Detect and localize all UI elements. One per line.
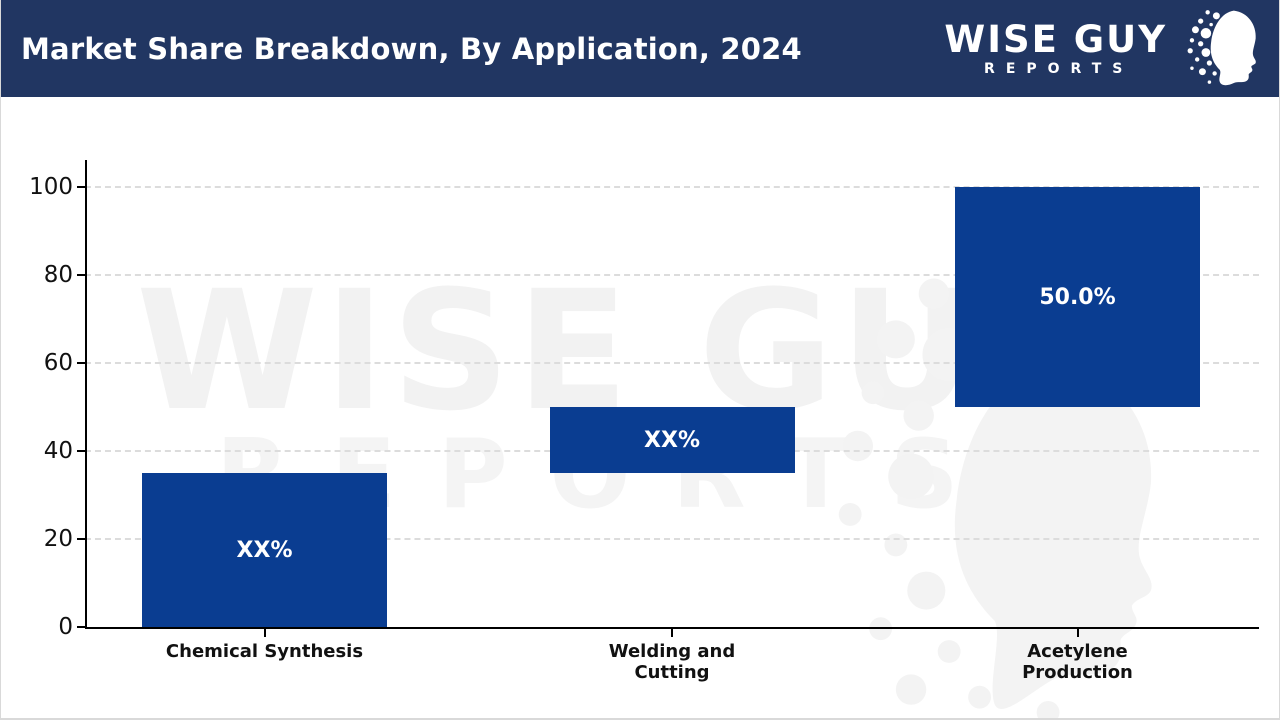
x-axis-line: [85, 627, 1259, 629]
y-tick-label-20: 20: [43, 526, 73, 552]
gridline-y-60: [85, 362, 1259, 364]
y-tick-label-60: 60: [43, 350, 73, 376]
bar-acetylene-production: 50.0%: [955, 187, 1200, 407]
category-label-line: Welding and: [608, 641, 736, 662]
x-tick-welding-and-cutting: [671, 629, 673, 637]
y-tick-label-40: 40: [43, 438, 73, 464]
y-tick-40: [77, 450, 85, 452]
y-tick-20: [77, 538, 85, 540]
bar-welding-and-cutting: XX%: [549, 407, 795, 473]
category-label-line: Acetylene: [1027, 641, 1128, 662]
y-tick-label-0: 0: [58, 614, 73, 640]
category-label-line: Chemical Synthesis: [165, 641, 364, 662]
plot-area: 0 20 40 60 80 100 XX% Chemical Synthesis XX% Weld…: [1, 97, 1279, 718]
bar-label-welding-and-cutting: XX%: [644, 427, 700, 453]
brand-logo: WISE GUY REPORTS: [944, 5, 1267, 93]
y-tick-0: [77, 626, 85, 628]
category-label-line: Production: [1022, 662, 1133, 683]
header-bar: Market Share Breakdown, By Application, …: [1, 0, 1279, 97]
head-profile-logo-icon: [1187, 9, 1256, 85]
chart-title: Market Share Breakdown, By Application, …: [21, 31, 802, 66]
brand-subname: REPORTS: [984, 61, 1134, 77]
brand-logo-text: WISE GUY REPORTS: [944, 21, 1167, 76]
y-axis-line: [85, 160, 87, 629]
category-label-chemical-synthesis: Chemical Synthesis: [95, 641, 435, 662]
y-tick-60: [77, 362, 85, 364]
bar-label-chemical-synthesis: XX%: [236, 537, 293, 563]
gridline-y-80: [85, 274, 1259, 276]
x-tick-chemical-synthesis: [263, 629, 266, 637]
y-tick-label-100: 100: [29, 174, 73, 200]
y-tick-100: [77, 186, 85, 188]
y-tick-label-80: 80: [43, 262, 73, 288]
category-label-acetylene-production: Acetylene Production: [908, 641, 1248, 683]
bar-label-acetylene-production: 50.0%: [1039, 284, 1116, 310]
gridline-y-100: [85, 186, 1259, 188]
bar-chemical-synthesis: XX%: [142, 473, 387, 627]
category-label-line: Cutting: [634, 662, 710, 683]
brand-name: WISE GUY: [944, 18, 1167, 61]
y-tick-80: [77, 274, 85, 276]
x-tick-acetylene-production: [1076, 629, 1079, 637]
gridline-y-20: [85, 538, 1259, 540]
category-label-welding-and-cutting: Welding and Cutting: [502, 641, 842, 683]
